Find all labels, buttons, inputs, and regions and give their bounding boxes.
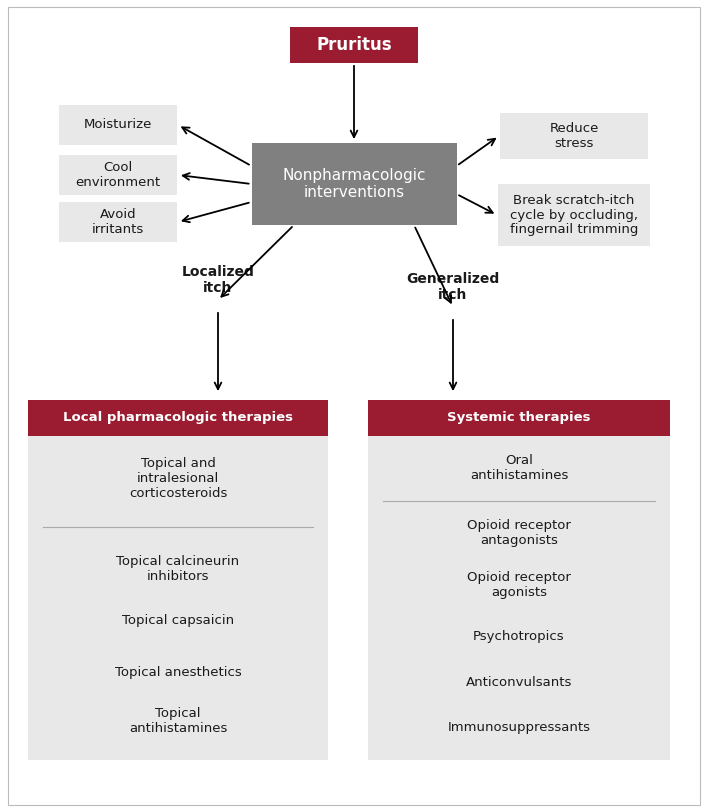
Bar bbox=[368, 400, 670, 760]
Text: Topical and
intralesional
corticosteroids: Topical and intralesional corticosteroid… bbox=[129, 457, 227, 500]
Bar bbox=[59, 155, 177, 195]
Text: Topical capsaicin: Topical capsaicin bbox=[122, 614, 234, 627]
Text: Psychotropics: Psychotropics bbox=[473, 630, 565, 643]
Text: Oral
antihistamines: Oral antihistamines bbox=[470, 454, 569, 483]
Text: Topical anesthetics: Topical anesthetics bbox=[115, 666, 241, 679]
Bar bbox=[290, 27, 418, 63]
Bar bbox=[59, 105, 177, 145]
Bar bbox=[498, 184, 650, 246]
Bar bbox=[251, 143, 457, 225]
Bar bbox=[368, 400, 670, 436]
Text: Avoid
irritants: Avoid irritants bbox=[92, 208, 144, 236]
Text: Anticonvulsants: Anticonvulsants bbox=[466, 676, 572, 688]
Text: Opioid receptor
antagonists: Opioid receptor antagonists bbox=[467, 519, 571, 548]
Text: Generalized
itch: Generalized itch bbox=[406, 272, 500, 302]
Text: Localized
itch: Localized itch bbox=[181, 265, 254, 295]
Text: Topical
antihistamines: Topical antihistamines bbox=[129, 707, 227, 735]
Bar bbox=[500, 113, 648, 159]
Text: Reduce
stress: Reduce stress bbox=[549, 122, 599, 150]
Text: Local pharmacologic therapies: Local pharmacologic therapies bbox=[63, 411, 293, 424]
Text: Break scratch-itch
cycle by occluding,
fingernail trimming: Break scratch-itch cycle by occluding, f… bbox=[510, 194, 638, 237]
Text: Immunosuppressants: Immunosuppressants bbox=[447, 721, 590, 734]
Text: Pruritus: Pruritus bbox=[316, 36, 392, 54]
Text: Topical calcineurin
inhibitors: Topical calcineurin inhibitors bbox=[116, 555, 239, 583]
Text: Nonpharmacologic
interventions: Nonpharmacologic interventions bbox=[282, 168, 426, 200]
Text: Opioid receptor
agonists: Opioid receptor agonists bbox=[467, 571, 571, 599]
Text: Cool
environment: Cool environment bbox=[76, 161, 161, 189]
Text: Moisturize: Moisturize bbox=[84, 118, 152, 131]
Text: Systemic therapies: Systemic therapies bbox=[447, 411, 590, 424]
Bar bbox=[59, 202, 177, 242]
Bar bbox=[28, 400, 328, 760]
Bar bbox=[28, 400, 328, 436]
